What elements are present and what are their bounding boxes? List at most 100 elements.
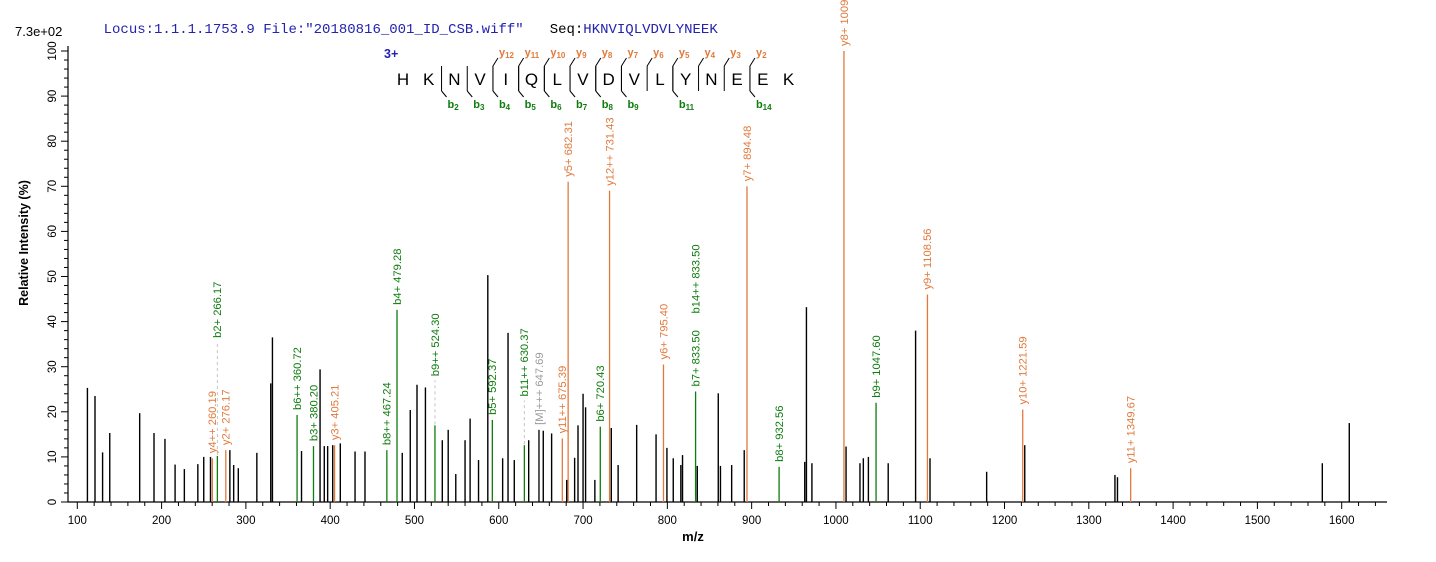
y-ion-hook (543, 57, 550, 67)
fragment-ion-label: b7 (576, 99, 588, 112)
peak-label: b8+ 932.56 (774, 406, 786, 462)
peak-label: y8+ 1009.52 (839, 0, 851, 46)
peak-labels: y4++ 260.19 b2+ 266.17 y2+ 276.17 b6++ 360.… (207, 0, 1137, 463)
label-leader-lines (216, 341, 525, 455)
x-tick-label: 700 (573, 515, 592, 527)
sequence-residue: Y (680, 70, 691, 89)
b-ion-hook (749, 90, 756, 98)
peak-label: b9+ 1047.60 (871, 335, 883, 398)
fragment-ion-label: b11 (679, 99, 695, 112)
y-ion-hook (672, 57, 679, 67)
sequence-residue: V (577, 70, 589, 89)
y-ion-hook (749, 57, 756, 67)
peak-label: y11+ 1349.67 (1125, 396, 1137, 463)
sequence-residue: V (474, 70, 486, 89)
peak-label: b2+ 266.17 (212, 282, 224, 338)
peak-label: b7+ 833.50 (690, 330, 702, 386)
peak-label: y12++ 731.43 (604, 117, 616, 185)
x-tick-label: 900 (742, 515, 761, 527)
sequence-residue: K (423, 70, 435, 89)
y-tick-label: 30 (47, 360, 59, 373)
sequence-residue: E (731, 70, 742, 89)
x-tick-label: 1100 (908, 515, 933, 527)
y-axis-title: Relative Intensity (%) (17, 180, 31, 306)
peak-label: b5+ 592.37 (487, 359, 499, 415)
peak-label: b6+ 720.43 (595, 365, 607, 421)
precursor-charge: 3+ (384, 47, 398, 61)
b-ion-hook (518, 90, 525, 98)
x-tick-label: 1200 (992, 515, 1018, 527)
spectrum-peaks (86, 51, 1350, 502)
x-tick-label: 1600 (1329, 515, 1355, 527)
peak-label: y9+ 1108.56 (922, 228, 934, 289)
peak-label: b3+ 380.20 (308, 385, 320, 441)
fragment-ion-label: y10 (550, 47, 566, 60)
y-tick-label: 50 (47, 270, 59, 283)
x-axis-title: m/z (682, 529, 704, 544)
b-ion-hook (441, 90, 447, 98)
fragment-ion-label: y2 (756, 47, 767, 60)
fragment-ion-label: y3 (730, 47, 741, 60)
fragment-ion-label: y9 (576, 47, 587, 60)
y-ion-hook (723, 57, 730, 67)
b-ion-hook (466, 90, 473, 98)
fragment-ion-label: y7 (627, 47, 638, 60)
peak-label: b14++ 833.50 (690, 244, 702, 313)
fragment-ion-label: y5 (679, 47, 690, 60)
b-ion-hook (621, 90, 627, 98)
header-seq-value: HKNVIQLVDVLYNEEK (583, 22, 718, 38)
x-tick-label: 100 (68, 515, 87, 527)
fragment-ion-label: y6 (653, 47, 664, 60)
fragment-ion-label: y8 (602, 47, 613, 60)
x-tick-label: 400 (321, 515, 340, 527)
x-tick-label: 600 (489, 515, 508, 527)
fragment-ion-label: b14 (756, 99, 772, 112)
peak-label: y7+ 894.48 (742, 126, 754, 182)
sequence-residue: L (655, 70, 664, 89)
y-ion-hook (492, 57, 499, 67)
sequence-residue: V (629, 70, 641, 89)
x-tick-label: 1500 (1245, 515, 1271, 527)
peak-label: y11++ 675.39 (557, 366, 569, 434)
sequence-residue: L (552, 70, 561, 89)
peak-label: y4++ 260.19 (207, 391, 219, 453)
header-seq-label: Seq: (549, 22, 584, 38)
y-ion-hook (595, 57, 602, 67)
sequence-residue: N (448, 70, 460, 89)
fragment-ion-label: b6 (550, 99, 562, 112)
y-ion-hook (621, 57, 627, 67)
fragment-ion-label: b5 (525, 99, 537, 112)
axes: 100 200 300 400 500 600 700 800 900 1000 1100 1200 1… (47, 41, 1387, 527)
fragment-ion-label: b3 (473, 99, 485, 112)
x-tick-label: 1300 (1076, 515, 1102, 527)
y-tick-label: 100 (47, 41, 59, 60)
fragment-ion-label: b2 (448, 99, 460, 112)
b-ion-hook (595, 90, 602, 98)
peak-label: b8++ 467.24 (382, 382, 394, 445)
sequence-residue: K (783, 70, 795, 89)
y-tick-label: 0 (47, 499, 59, 505)
b-ion-hook (569, 90, 576, 98)
header: Locus:1.1.1.1753.9 File:"20180816_001_ID… (70, 6, 718, 54)
y-tick-label: 10 (47, 451, 59, 464)
fragment-ion-label: y12 (499, 47, 515, 60)
y-ion-hook (698, 57, 704, 67)
fragment-ion-label: b9 (627, 99, 639, 112)
sequence-residue: E (757, 70, 768, 89)
x-tick-label: 1400 (1160, 515, 1186, 527)
fragment-ion-label: b4 (499, 99, 511, 112)
y-tick-label: 40 (47, 315, 59, 328)
intensity-scale-label: 7.3e+02 (15, 24, 63, 39)
b-ion-hook (492, 90, 499, 98)
y-tick-label: 60 (47, 225, 59, 238)
sequence-residue: Q (525, 70, 538, 89)
peak-label: y2+ 276.17 (221, 389, 233, 445)
x-tick-label: 800 (658, 515, 677, 527)
peak-label: b6++ 360.72 (292, 347, 304, 410)
b-ion-hook (672, 90, 679, 98)
x-tick-label: 500 (405, 515, 424, 527)
y-tick-label: 80 (47, 135, 59, 148)
y-ion-hook (518, 57, 525, 67)
